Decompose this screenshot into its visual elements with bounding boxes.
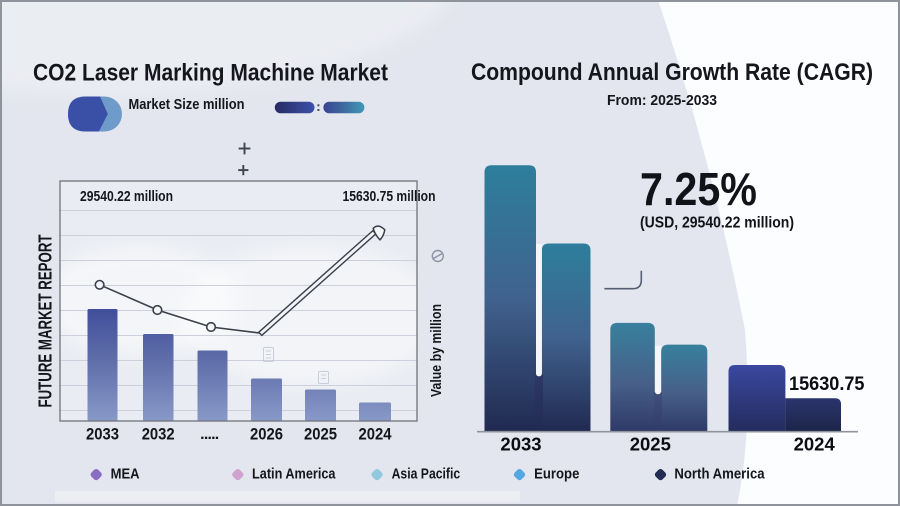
svg-text:Compound Annual Growth Rate (C: Compound Annual Growth Rate (CAGR)	[471, 59, 873, 86]
svg-text:2026: 2026	[250, 424, 283, 443]
svg-text:.....: .....	[200, 426, 219, 443]
svg-text:Market Size million: Market Size million	[129, 97, 245, 113]
svg-text:From: 2025-2033: From: 2025-2033	[607, 92, 717, 109]
svg-text:North America: North America	[674, 466, 765, 483]
svg-text:(USD, 29540.22 million): (USD, 29540.22 million)	[640, 215, 794, 232]
svg-text:2025: 2025	[630, 434, 671, 455]
svg-text:Latin America: Latin America	[252, 466, 336, 483]
svg-text:15630.75: 15630.75	[789, 373, 865, 395]
svg-text:2024: 2024	[359, 424, 392, 443]
svg-text:2033: 2033	[86, 424, 119, 443]
svg-text:Europe: Europe	[534, 466, 579, 483]
svg-text:2025: 2025	[304, 424, 337, 443]
svg-text:7.25%: 7.25%	[640, 163, 757, 215]
svg-text:Asia Pacific: Asia Pacific	[392, 466, 461, 483]
svg-text:2024: 2024	[794, 434, 836, 455]
svg-text:MEA: MEA	[111, 466, 140, 483]
svg-text:FUTURE MARKET REPORT: FUTURE MARKET REPORT	[36, 235, 56, 408]
svg-text:29540.22 million: 29540.22 million	[80, 189, 173, 205]
svg-text:CO2 Laser Marking Machine Mark: CO2 Laser Marking Machine Market	[33, 60, 388, 87]
svg-text:2033: 2033	[500, 434, 541, 455]
svg-text:2032: 2032	[142, 424, 175, 443]
svg-text:15630.75 million: 15630.75 million	[343, 189, 436, 205]
svg-text:Value by million: Value by million	[429, 304, 445, 397]
